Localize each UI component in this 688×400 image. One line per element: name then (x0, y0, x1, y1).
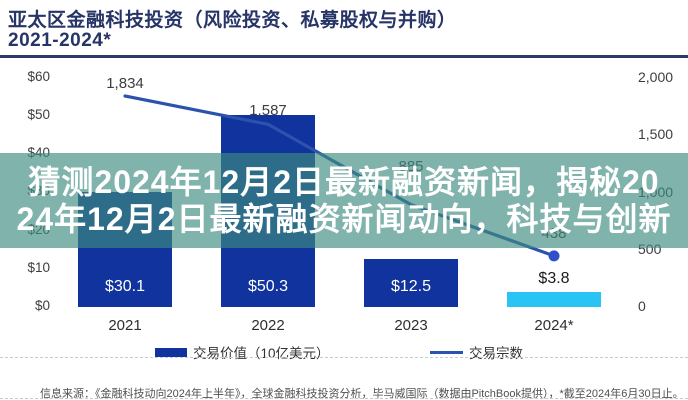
headline-text-line1: 猜测2024年12月2日最新融资新闻，揭秘20 (28, 163, 660, 200)
bar-2023 (364, 259, 458, 307)
left-axis-tick: $0 (34, 298, 50, 313)
source-note: 信息来源：《金融科技动向2024年上半年》，全球金融科技投资分析，毕马威国际（数… (40, 388, 684, 400)
legend-label-deal-value: 交易价值（10亿美元） (193, 346, 330, 361)
bar-value-label: $12.5 (390, 278, 432, 295)
headline-text-line2: 24年12月2日最新融资新闻动向，科技与创新 (16, 200, 672, 237)
left-axis-tick: $10 (27, 259, 50, 275)
right-axis-tick: 1,500 (638, 126, 674, 143)
title-underline (0, 55, 688, 58)
x-axis-label-2024*: 2024* (534, 317, 574, 334)
left-axis-tick: $60 (27, 68, 50, 84)
bar-swatch-icon (155, 347, 187, 357)
legend-item-deal-value: 交易价值（10亿美元） (155, 342, 330, 362)
x-axis-label-2023: 2023 (394, 317, 428, 334)
bar-value-label: $30.1 (104, 278, 146, 295)
line-swatch-icon (430, 350, 463, 354)
legend-item-deal-count: 交易宗数 (430, 342, 523, 362)
chart-title-line1: 亚太区金融科技投资（风险投资、私募股权与并购） (8, 10, 457, 31)
x-axis-label-2021: 2021 (108, 317, 142, 334)
left-axis-tick: $50 (27, 107, 50, 123)
bar-value-label: $50.3 (247, 278, 289, 295)
line-point-label: 1,587 (249, 102, 287, 120)
news-headline-overlay: 猜测2024年12月2日最新融资新闻，揭秘20 24年12月2日最新融资新闻动向… (0, 153, 688, 248)
line-point-label: 1,834 (106, 75, 144, 92)
chart-title-line2: 2021-2024* (8, 30, 112, 51)
footer-bottom-divider (0, 398, 688, 399)
right-axis-tick: 2,000 (638, 69, 674, 85)
x-axis-label-2022: 2022 (251, 317, 285, 334)
right-axis-tick: 0 (638, 298, 646, 314)
legend-label-deal-count: 交易宗数 (469, 346, 523, 361)
bar-value-label: $3.8 (538, 270, 570, 288)
bar-2024* (507, 292, 601, 307)
footer-top-divider (0, 357, 688, 358)
line-endpoint-dot (548, 250, 560, 262)
